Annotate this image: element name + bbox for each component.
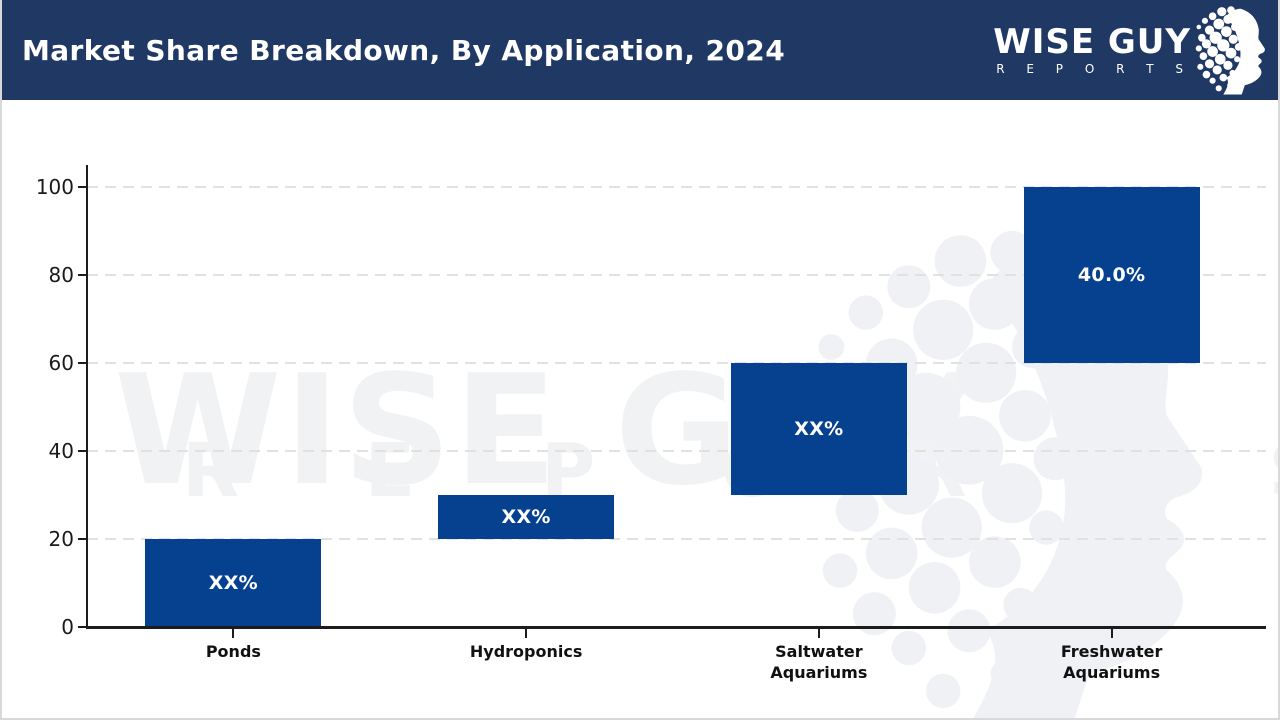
chart-title: Market Share Breakdown, By Application, … <box>22 33 786 67</box>
y-tick-label: 0 <box>61 615 74 639</box>
gridline <box>87 186 1266 188</box>
chart-plot-area: WISE GUY R E P O R T S 020406080100XX%Po… <box>2 100 1278 718</box>
y-axis-tick <box>78 186 87 188</box>
bar-value-label: XX% <box>208 572 258 594</box>
x-axis-tick <box>525 629 528 638</box>
gridline <box>87 450 1266 452</box>
y-tick-label: 60 <box>48 351 74 375</box>
y-axis-tick <box>78 538 87 540</box>
logo-text: WISE GUY R E P O R T S <box>992 25 1192 76</box>
y-axis-tick <box>78 450 87 452</box>
gridline <box>87 362 1266 364</box>
y-axis-tick <box>78 274 87 276</box>
bar-ponds: XX% <box>145 539 322 627</box>
y-tick-label: 40 <box>48 439 74 463</box>
bar-saltwater-aquariums: XX% <box>730 363 907 495</box>
gridline <box>87 274 1266 276</box>
y-tick-label: 100 <box>35 175 74 199</box>
logo-subtitle: R E P O R T S <box>996 61 1192 76</box>
x-tick-label: Hydroponics <box>469 642 583 661</box>
logo-wordmark: WISE GUY <box>993 21 1192 62</box>
y-axis-tick <box>78 626 87 628</box>
bar-value-label: XX% <box>794 418 844 440</box>
x-axis-tick <box>232 629 235 638</box>
y-tick-label: 20 <box>48 527 74 551</box>
x-tick-label: Saltwater Aquariums <box>770 642 868 682</box>
bar-value-label: XX% <box>501 506 551 528</box>
y-axis-line <box>86 165 88 629</box>
dotted-face-icon <box>1195 6 1265 95</box>
x-axis-tick <box>1110 629 1113 638</box>
gridline <box>87 538 1266 540</box>
y-tick-label: 80 <box>48 263 74 287</box>
x-tick-label: Ponds <box>205 642 261 661</box>
bar-hydroponics: XX% <box>438 495 615 539</box>
x-axis-line <box>86 626 1266 629</box>
x-tick-label: Freshwater Aquariums <box>1060 642 1163 682</box>
bar-value-label: 40.0% <box>1077 264 1146 286</box>
y-axis-tick <box>78 362 87 364</box>
header-bar: Market Share Breakdown, By Application, … <box>2 0 1278 100</box>
bar-freshwater-aquariums: 40.0% <box>1023 187 1200 363</box>
wise-guy-reports-logo: WISE GUY R E P O R T S <box>992 4 1274 96</box>
x-axis-tick <box>817 629 820 638</box>
